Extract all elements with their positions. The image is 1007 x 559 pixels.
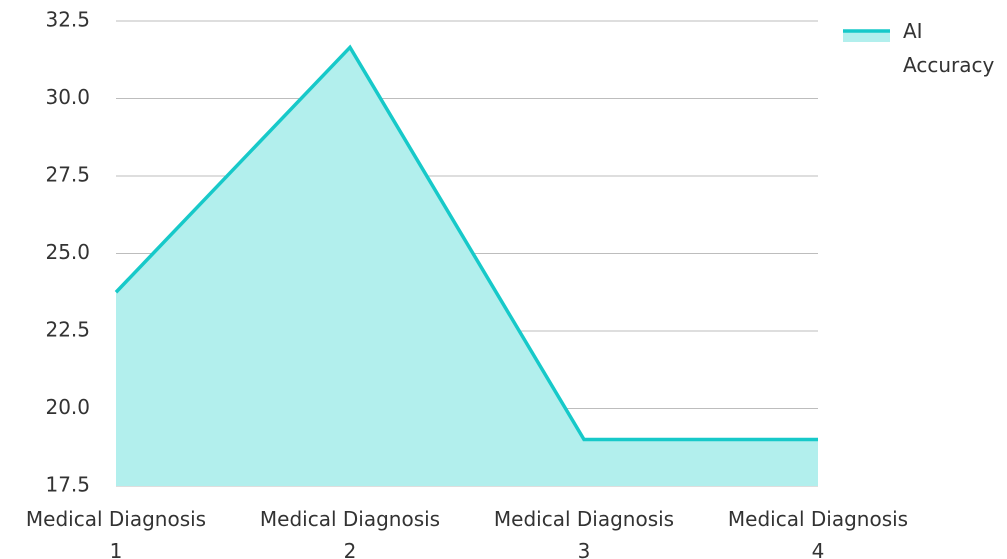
x-tick-label: Medical Diagnosis 1 xyxy=(26,507,206,559)
legend-swatch-ai-accuracy xyxy=(843,31,890,42)
y-tick-label: 32.5 xyxy=(45,8,90,32)
plot-area xyxy=(114,44,819,486)
y-axis: 17.5 20.0 22.5 25.0 27.5 30.0 32.5 xyxy=(45,8,90,497)
y-tick-label: 25.0 xyxy=(45,240,90,264)
y-tick-label: 17.5 xyxy=(45,473,90,497)
y-tick-label: 30.0 xyxy=(45,85,90,109)
x-axis: Medical Diagnosis 1 Medical Diagnosis 2 Medi… xyxy=(26,507,908,559)
x-tick-label: Medical Diagnosis 4 xyxy=(728,507,908,559)
y-tick-label: 22.5 xyxy=(45,318,90,342)
x-tick-label: Medical Diagnosis 2 xyxy=(260,507,440,559)
y-tick-label: 20.0 xyxy=(45,395,90,419)
legend: AI Accuracy xyxy=(843,19,994,77)
x-tick-label: Medical Diagnosis 3 xyxy=(494,507,674,559)
area-fill-ai-accuracy xyxy=(116,47,818,486)
legend-label-ai-accuracy: AI Accuracy xyxy=(903,19,994,77)
series-line-ai-accuracy xyxy=(114,44,818,442)
y-tick-label: 27.5 xyxy=(45,163,90,187)
